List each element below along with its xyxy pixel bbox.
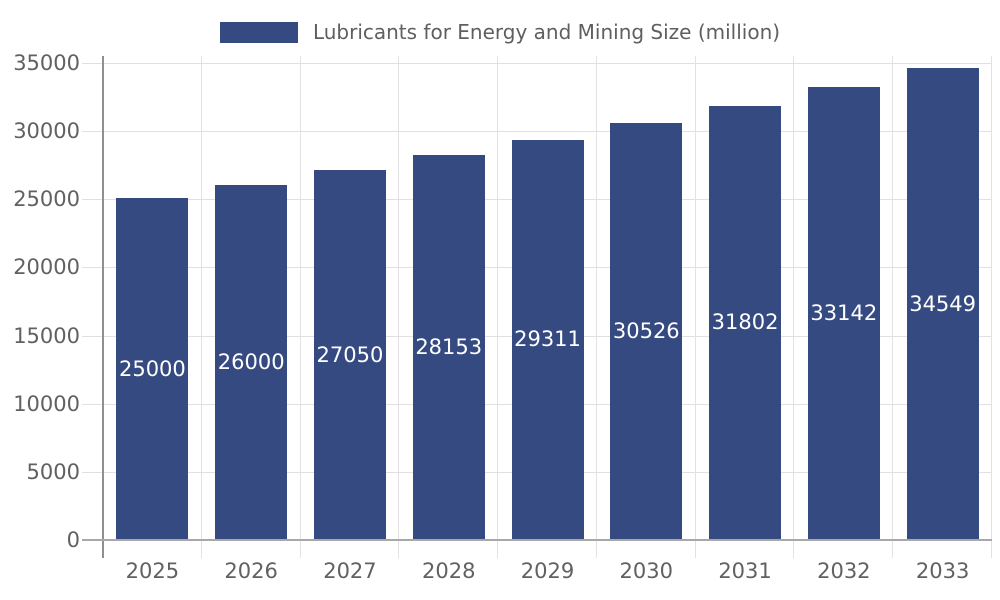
bar-2029: 29311 (511, 139, 584, 539)
bar-value-label: 33142 (810, 301, 878, 326)
bar-2027: 27050 (313, 170, 386, 539)
y-tick-label: 10000 (13, 391, 80, 416)
bar-value-label: 30526 (612, 318, 680, 343)
plot-area: 0 5000 10000 15000 20000 25000 30000 35000 25000… (13, 51, 992, 583)
x-gridline (398, 56, 400, 558)
x-gridline (497, 56, 499, 558)
x-tick-label: 2026 (224, 559, 278, 583)
y-tick-label: 15000 (13, 323, 80, 348)
bar-value-label: 28153 (415, 335, 483, 360)
bar-2026: 26000 (215, 184, 288, 539)
y-axis-line (102, 56, 104, 558)
y-tick-label: 25000 (13, 187, 80, 212)
bar-value-label: 29311 (514, 327, 581, 352)
x-axis-line (82, 539, 992, 541)
bar-value-label: 31802 (711, 310, 779, 335)
x-tick-label: 2031 (718, 559, 772, 583)
x-tick-label: 2029 (520, 559, 575, 583)
x-gridline (694, 56, 696, 558)
bar-2030: 30526 (610, 122, 683, 539)
legend[interactable]: Lubricants for Energy and Mining Size (m… (0, 20, 1000, 44)
bar-2032: 33142 (807, 87, 880, 539)
x-gridline (793, 56, 795, 558)
x-gridline (892, 56, 894, 558)
y-tick-label: 5000 (26, 459, 80, 484)
x-tick-label: 2030 (619, 559, 673, 583)
x-tick-label: 2027 (323, 559, 377, 583)
y-tick-label: 30000 (13, 119, 80, 144)
x-gridline (991, 56, 992, 558)
x-gridline (299, 56, 301, 558)
bar-value-label: 27050 (316, 342, 384, 367)
x-tick-label: 2025 (125, 559, 180, 583)
bar-2031: 31802 (709, 105, 782, 539)
x-tick-label: 2033 (915, 559, 970, 583)
legend-swatch (219, 21, 298, 43)
legend-label: Lubricants for Energy and Mining Size (m… (312, 20, 781, 44)
x-gridline (595, 56, 597, 558)
x-tick-label: 2032 (817, 559, 871, 583)
bar-value-label: 26000 (217, 349, 285, 374)
x-tick-label: 2028 (421, 559, 476, 583)
bar-2033: 34549 (906, 68, 979, 539)
y-tick-label: 0 (66, 528, 80, 552)
y-gridline (82, 63, 992, 64)
y-tick-label: 20000 (13, 255, 80, 280)
bar-value-label: 34549 (909, 291, 977, 316)
y-gridline (82, 131, 992, 133)
bar-2025: 25000 (116, 198, 189, 539)
bar-value-label: 25000 (118, 356, 186, 381)
y-tick-label: 35000 (13, 51, 80, 75)
bar-2028: 28153 (412, 155, 485, 539)
x-gridline (200, 56, 202, 558)
